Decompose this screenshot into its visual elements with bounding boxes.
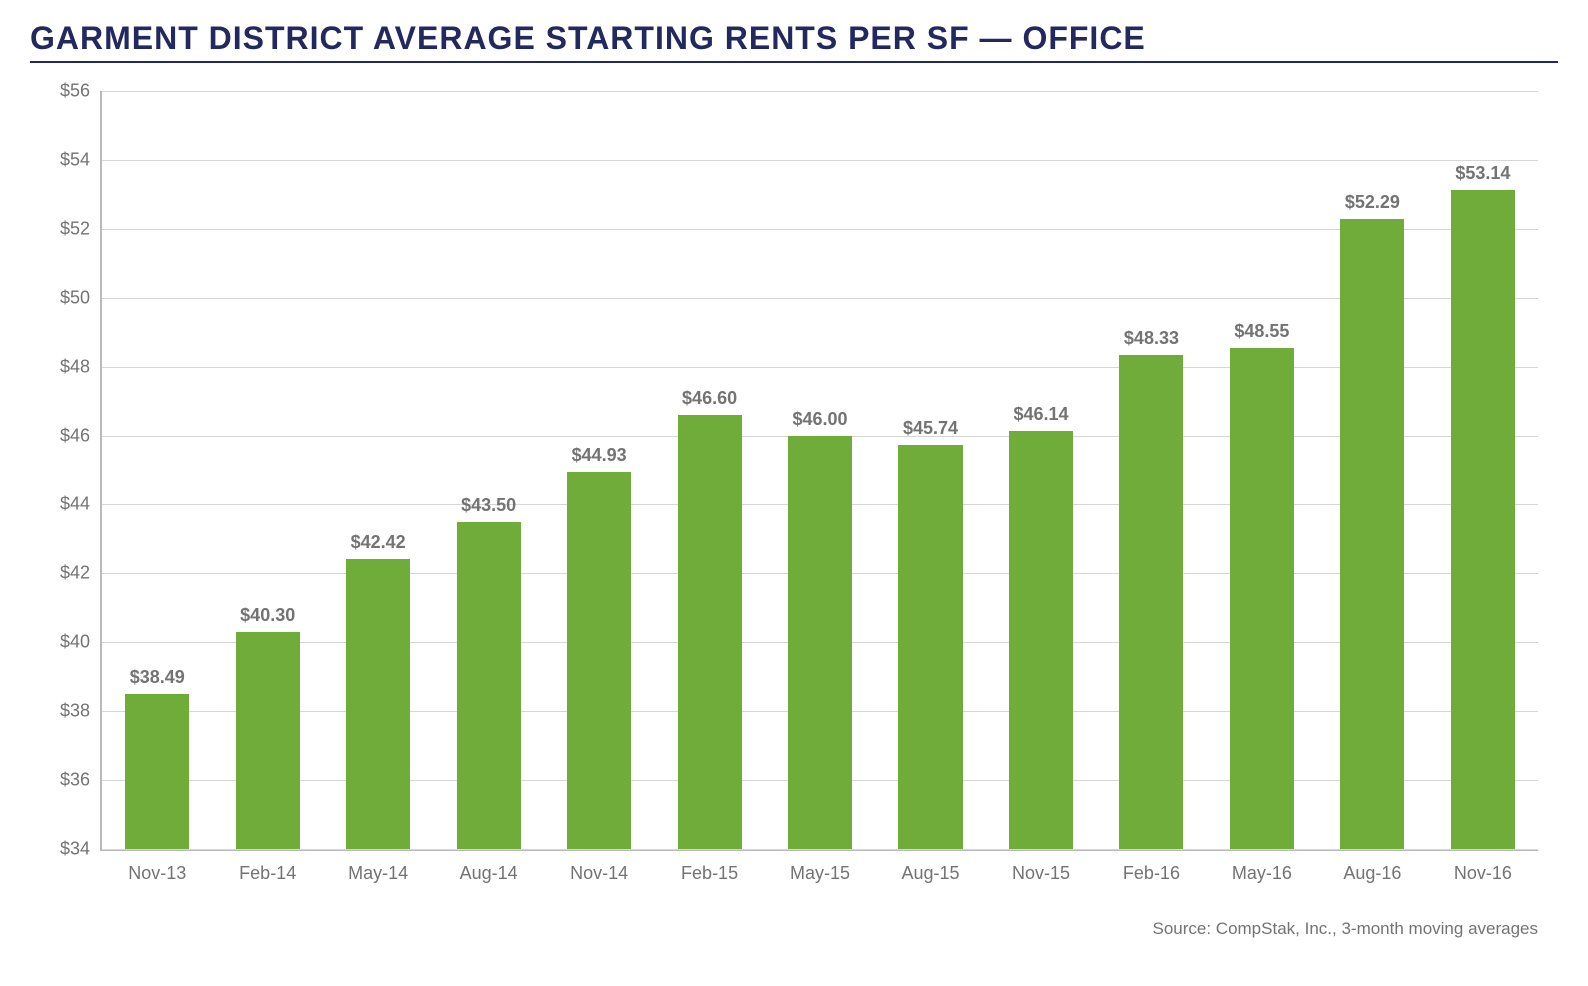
bar-value-label: $52.29 [1345,192,1400,213]
y-tick-label: $54 [60,149,102,170]
bar-slot: $43.50Aug-14 [433,91,543,849]
y-tick-label: $42 [60,563,102,584]
bar [678,415,742,849]
x-tick-label: Nov-15 [1012,863,1070,884]
bar-value-label: $43.50 [461,495,516,516]
bar-slot: $53.14Nov-16 [1428,91,1538,849]
y-tick-label: $46 [60,425,102,446]
bar-slot: $48.55May-16 [1207,91,1317,849]
bar [898,445,962,849]
bar [1451,190,1515,849]
bar [788,436,852,849]
chart-title: GARMENT DISTRICT AVERAGE STARTING RENTS … [30,20,1558,57]
bar [1009,431,1073,849]
bars-container: $38.49Nov-13$40.30Feb-14$42.42May-14$43.… [102,91,1538,849]
bar-value-label: $42.42 [351,532,406,553]
y-tick-label: $34 [60,839,102,860]
grid-line [102,849,1538,850]
bar [236,632,300,849]
x-tick-label: May-15 [790,863,850,884]
bar [1230,348,1294,849]
y-tick-label: $48 [60,356,102,377]
x-tick-label: May-16 [1232,863,1292,884]
x-tick-label: Aug-15 [901,863,959,884]
bar-slot: $42.42May-14 [323,91,433,849]
chart-container: $38.49Nov-13$40.30Feb-14$42.42May-14$43.… [30,91,1558,911]
bar-value-label: $40.30 [240,605,295,626]
bar-slot: $44.93Nov-14 [544,91,654,849]
bar-slot: $48.33Feb-16 [1096,91,1206,849]
bar-slot: $46.14Nov-15 [986,91,1096,849]
y-tick-label: $50 [60,287,102,308]
x-tick-label: Nov-14 [570,863,628,884]
bar-value-label: $46.60 [682,388,737,409]
bar-value-label: $38.49 [130,667,185,688]
y-tick-label: $40 [60,632,102,653]
bar-slot: $46.60Feb-15 [654,91,764,849]
x-tick-label: Feb-15 [681,863,738,884]
x-tick-label: May-14 [348,863,408,884]
bar-slot: $38.49Nov-13 [102,91,212,849]
source-note: Source: CompStak, Inc., 3-month moving a… [30,919,1558,939]
bar [457,522,521,849]
plot-area: $38.49Nov-13$40.30Feb-14$42.42May-14$43.… [100,91,1538,851]
x-tick-label: Aug-14 [460,863,518,884]
x-tick-label: Nov-16 [1454,863,1512,884]
y-tick-label: $36 [60,770,102,791]
bar-slot: $40.30Feb-14 [212,91,322,849]
bar [1340,219,1404,849]
bar-slot: $46.00May-15 [765,91,875,849]
bar [567,472,631,849]
bar-value-label: $53.14 [1455,163,1510,184]
y-tick-label: $56 [60,81,102,102]
x-tick-label: Feb-16 [1123,863,1180,884]
title-rule [30,61,1558,63]
x-tick-label: Feb-14 [239,863,296,884]
bar-value-label: $46.14 [1013,404,1068,425]
y-tick-label: $44 [60,494,102,515]
bar [346,559,410,849]
bar-value-label: $48.55 [1234,321,1289,342]
bar [125,694,189,849]
y-tick-label: $38 [60,701,102,722]
bar-value-label: $46.00 [793,409,848,430]
bar-slot: $52.29Aug-16 [1317,91,1427,849]
bar-value-label: $44.93 [572,445,627,466]
x-tick-label: Nov-13 [128,863,186,884]
bar-slot: $45.74Aug-15 [875,91,985,849]
x-tick-label: Aug-16 [1343,863,1401,884]
bar-value-label: $48.33 [1124,328,1179,349]
bar-value-label: $45.74 [903,418,958,439]
bar [1119,355,1183,849]
y-tick-label: $52 [60,218,102,239]
